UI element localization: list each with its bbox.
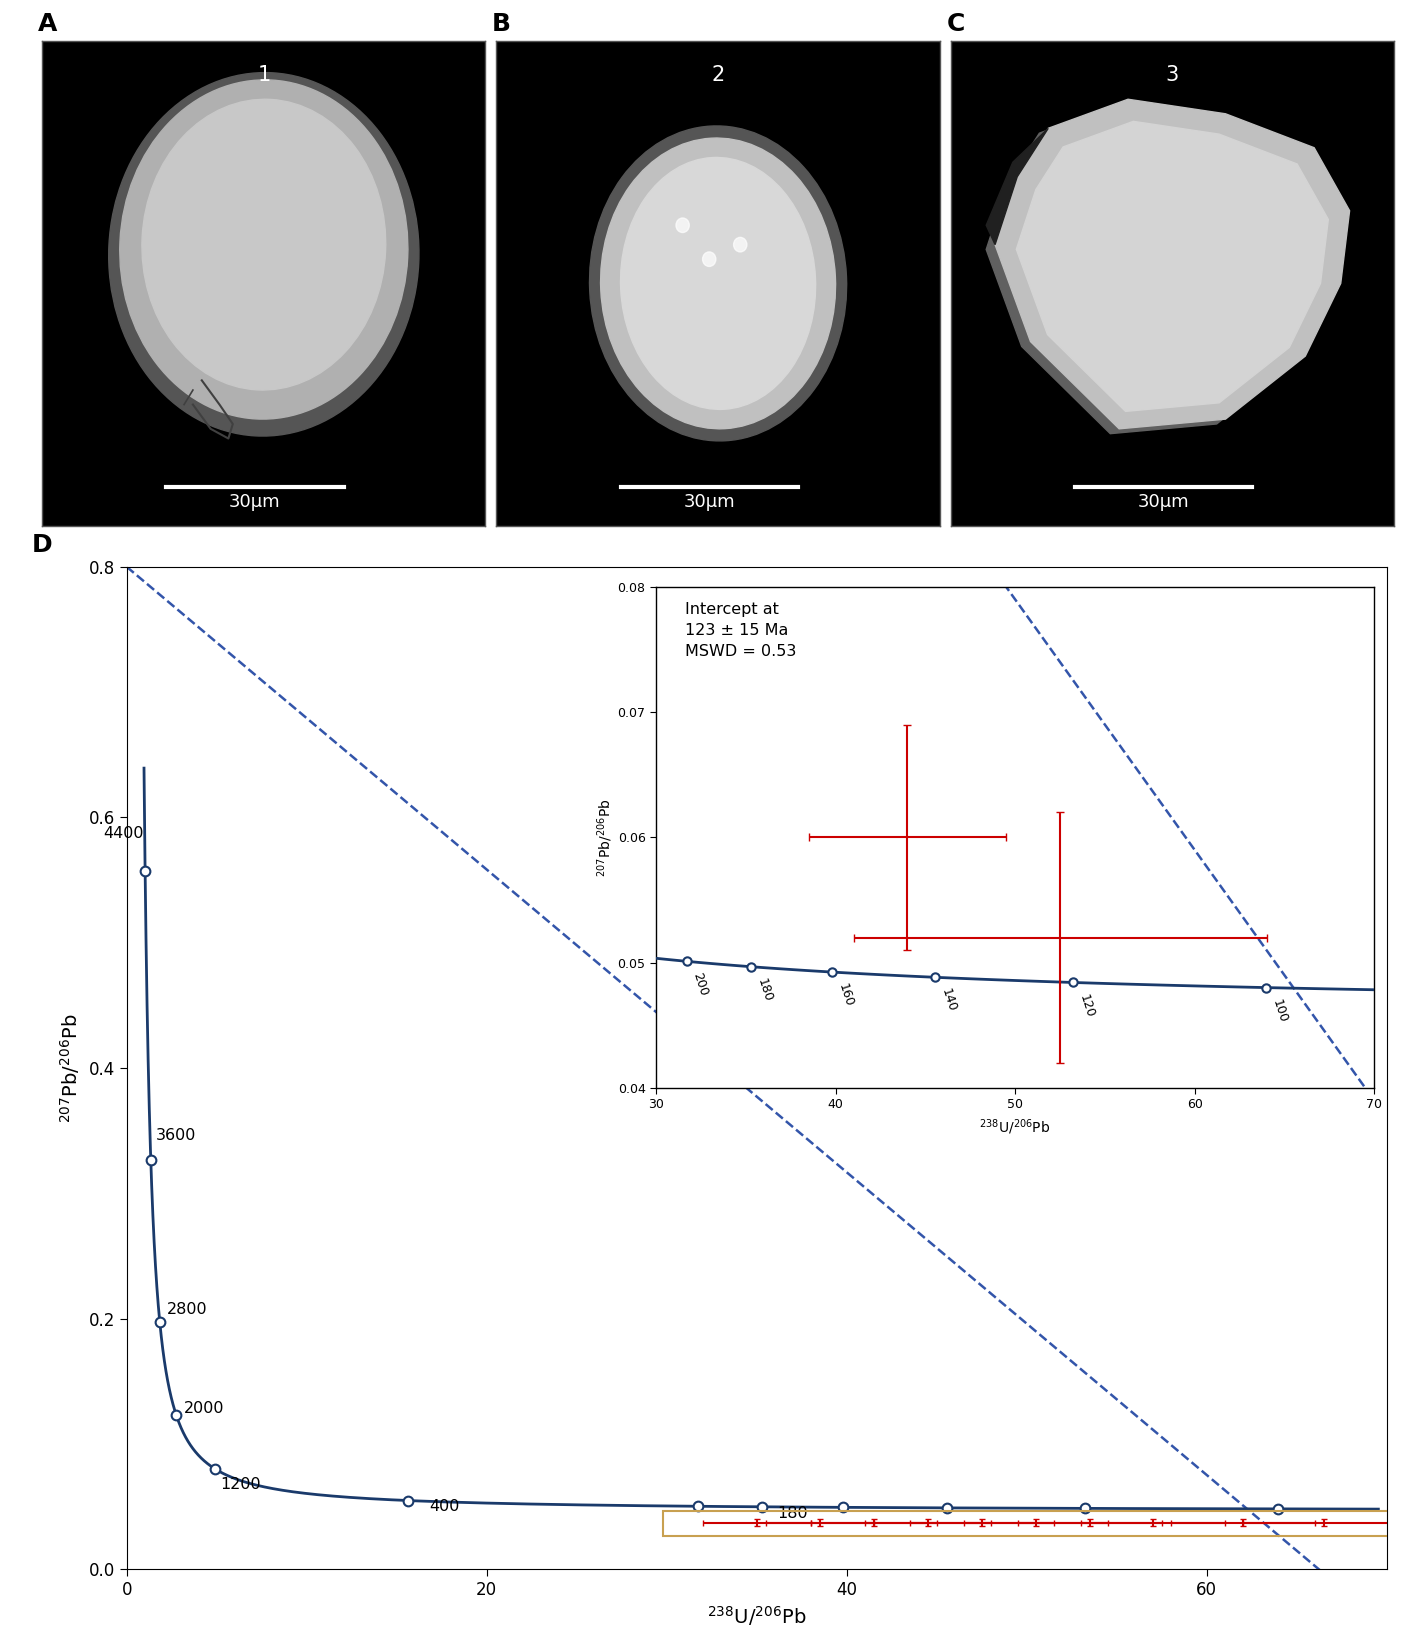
Text: 3: 3 bbox=[1166, 66, 1178, 85]
Text: 1: 1 bbox=[258, 66, 270, 85]
Ellipse shape bbox=[108, 72, 420, 435]
Polygon shape bbox=[1017, 122, 1328, 411]
Text: 1200: 1200 bbox=[220, 1477, 260, 1492]
Ellipse shape bbox=[676, 219, 690, 233]
Text: 2800: 2800 bbox=[168, 1303, 207, 1318]
Ellipse shape bbox=[621, 158, 815, 409]
Polygon shape bbox=[986, 128, 1048, 245]
Text: 2: 2 bbox=[711, 66, 725, 85]
Bar bbox=[663, 1512, 1393, 1536]
Text: 3600: 3600 bbox=[156, 1127, 197, 1142]
Text: D: D bbox=[32, 532, 54, 557]
Text: 30μm: 30μm bbox=[230, 493, 280, 511]
Ellipse shape bbox=[601, 138, 835, 429]
Ellipse shape bbox=[734, 237, 746, 251]
Text: C: C bbox=[946, 12, 964, 36]
X-axis label: $^{238}$U/$^{206}$Pb: $^{238}$U/$^{206}$Pb bbox=[707, 1605, 807, 1628]
Text: 180: 180 bbox=[777, 1505, 808, 1520]
Ellipse shape bbox=[120, 81, 408, 419]
Text: 4400: 4400 bbox=[103, 826, 144, 841]
Ellipse shape bbox=[590, 127, 846, 440]
Text: 30μm: 30μm bbox=[683, 493, 735, 511]
Text: 30μm: 30μm bbox=[1138, 493, 1190, 511]
Ellipse shape bbox=[703, 251, 715, 266]
Polygon shape bbox=[995, 99, 1350, 429]
Polygon shape bbox=[986, 104, 1340, 434]
Text: A: A bbox=[38, 12, 58, 36]
Y-axis label: $^{207}$Pb/$^{206}$Pb: $^{207}$Pb/$^{206}$Pb bbox=[58, 1014, 82, 1122]
Text: 2000: 2000 bbox=[183, 1401, 224, 1416]
Text: B: B bbox=[491, 12, 511, 36]
Text: 400: 400 bbox=[429, 1500, 460, 1515]
Ellipse shape bbox=[142, 99, 386, 389]
